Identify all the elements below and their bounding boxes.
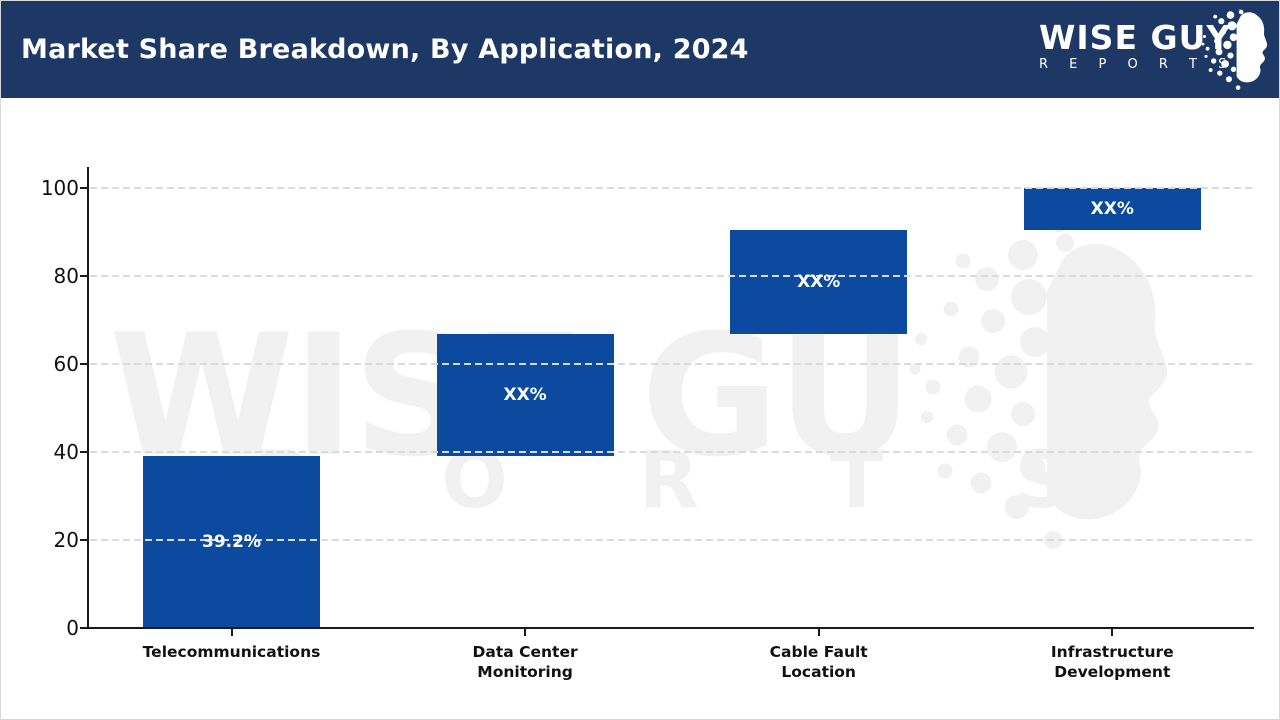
bar-data-center-monitoring: [436, 334, 614, 456]
x-tick-mark: [230, 629, 233, 636]
x-tick-mark: [817, 629, 820, 636]
y-tick-mark: [80, 627, 87, 629]
y-tick-mark: [80, 539, 87, 541]
bar-value-label: 39.2%: [202, 531, 261, 552]
x-axis-spine: [87, 627, 1254, 629]
logo-wordmark: WISE GUY: [1039, 18, 1232, 57]
page-title: Market Share Breakdown, By Application, …: [21, 34, 749, 65]
x-tick-label-infrastructure-development: Infrastructure Development: [1050, 643, 1174, 681]
bar-infrastructure-development: [1023, 188, 1201, 231]
y-tick-mark: [80, 187, 87, 189]
x-tick-mark: [524, 629, 527, 636]
x-tick-label-data-center-monitoring: Data Center Monitoring: [472, 643, 578, 681]
wiseguy-logo: WISE GUY R E P O R T S: [1001, 5, 1271, 95]
y-tick-mark: [80, 451, 87, 453]
y-axis-spine: [87, 167, 89, 629]
y-tick-label: 60: [53, 352, 79, 376]
y-tick-label: 100: [40, 176, 79, 200]
bar-cable-fault-location: [730, 230, 908, 335]
y-tick-mark: [80, 363, 87, 365]
x-tick-label-telecommunications: Telecommunications: [142, 643, 321, 661]
x-tick-mark: [1111, 629, 1114, 636]
bar-value-label: XX%: [797, 272, 841, 293]
bar-telecommunications: [143, 455, 320, 628]
y-tick-label: 80: [53, 264, 79, 288]
y-tick-mark: [80, 275, 87, 277]
gridline-80: [90, 275, 1254, 277]
gridline-20: [90, 539, 1254, 541]
bar-value-label: XX%: [503, 384, 547, 405]
y-tick-label: 20: [53, 528, 79, 552]
bar-value-label: XX%: [1090, 199, 1134, 220]
gridline-100: [90, 187, 1254, 189]
y-tick-label: 0: [66, 616, 79, 640]
header: Market Share Breakdown, By Application, …: [1, 1, 1279, 98]
logo-subtitle: R E P O R T S: [1039, 57, 1235, 72]
gridline-60: [90, 363, 1254, 365]
logo-text: WISE GUY R E P O R T S: [1039, 21, 1235, 73]
x-tick-label-cable-fault-location: Cable Fault Location: [769, 643, 868, 681]
y-tick-label: 40: [53, 440, 79, 464]
gridline-40: [90, 451, 1254, 453]
